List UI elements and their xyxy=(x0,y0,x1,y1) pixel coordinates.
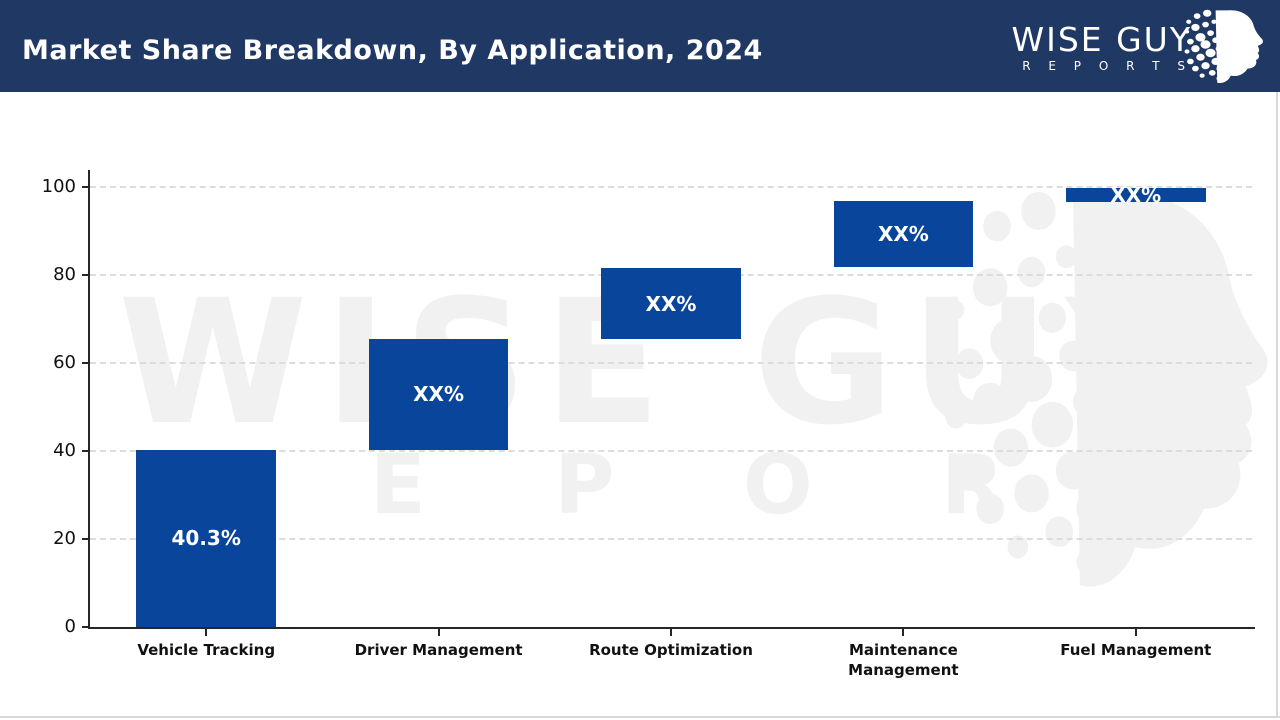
category-label-0: Vehicle Tracking xyxy=(137,641,276,659)
chart-title: Market Share Breakdown, By Application, … xyxy=(22,34,763,66)
y-tick-label-20: 20 xyxy=(53,528,76,549)
x-tick-1 xyxy=(437,629,440,636)
logo-subtext: R E P O R T S xyxy=(1022,59,1192,73)
category-label-3: Maintenance Management xyxy=(848,641,959,679)
x-axis-line xyxy=(88,627,1255,629)
y-tick-label-40: 40 xyxy=(53,440,76,461)
logo-wordmark: WISE GUY xyxy=(1011,20,1192,59)
y-tick-label-80: 80 xyxy=(53,264,76,285)
page-bottom-border xyxy=(0,716,1280,718)
gridline-60 xyxy=(90,362,1252,364)
bar-value-label: XX% xyxy=(877,221,929,246)
x-tick-0 xyxy=(205,629,208,636)
y-tick-60 xyxy=(82,362,90,364)
y-tick-20 xyxy=(82,538,90,540)
y-tick-80 xyxy=(82,274,90,276)
y-axis-line xyxy=(88,170,90,629)
bar-value-label: XX% xyxy=(1110,182,1162,207)
bar-maintenance-management: XX% xyxy=(833,200,974,268)
y-tick-100 xyxy=(82,186,90,188)
bar-value-label: XX% xyxy=(645,291,697,316)
x-tick-3 xyxy=(902,629,905,636)
logo-face-icon xyxy=(1184,9,1263,84)
gridline-40 xyxy=(90,450,1252,452)
logo-text: WISE GUY R E P O R T S xyxy=(1011,23,1192,73)
y-tick-0 xyxy=(82,626,90,628)
gridline-100 xyxy=(90,186,1252,188)
x-tick-2 xyxy=(670,629,672,636)
page-right-border xyxy=(1276,92,1278,718)
category-label-2: Route Optimization xyxy=(589,641,753,659)
bar-value-label: XX% xyxy=(413,382,465,407)
header-banner: Market Share Breakdown, By Application, … xyxy=(0,0,1280,92)
category-label-4: Fuel Management xyxy=(1060,641,1212,659)
bar-vehicle-tracking: 40.3% xyxy=(136,449,276,627)
bar-fuel-management: XX% xyxy=(1066,183,1206,207)
y-tick-label-60: 60 xyxy=(53,352,76,373)
bar-driver-management: XX% xyxy=(368,338,509,450)
x-tick-4 xyxy=(1134,629,1137,636)
y-tick-label-0: 0 xyxy=(64,616,76,637)
y-tick-40 xyxy=(82,450,90,452)
category-label-1: Driver Management xyxy=(354,641,523,659)
wiseguy-logo: WISE GUY R E P O R T S xyxy=(1011,5,1280,87)
bar-route-optimization: XX% xyxy=(601,268,741,339)
plot-area: 0 20 40 60 80 100 40.3% Vehicle Tracking XX% Driv… xyxy=(42,176,1252,679)
y-tick-label-100: 100 xyxy=(41,176,76,197)
gridline-20 xyxy=(90,538,1252,540)
bar-value-label: 40.3% xyxy=(171,526,241,551)
